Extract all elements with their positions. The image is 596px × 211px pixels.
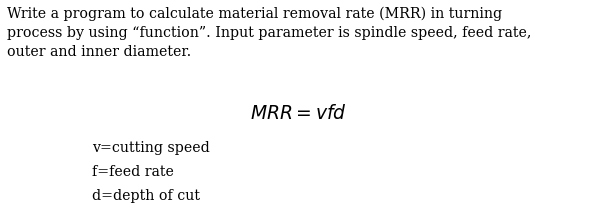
Text: Write a program to calculate material removal rate (MRR) in turning
process by u: Write a program to calculate material re… <box>7 6 532 59</box>
Text: d=depth of cut: d=depth of cut <box>92 189 200 203</box>
Text: $MRR = vfd$: $MRR = vfd$ <box>250 104 346 123</box>
Text: f=feed rate: f=feed rate <box>92 165 174 179</box>
Text: v=cutting speed: v=cutting speed <box>92 141 210 155</box>
